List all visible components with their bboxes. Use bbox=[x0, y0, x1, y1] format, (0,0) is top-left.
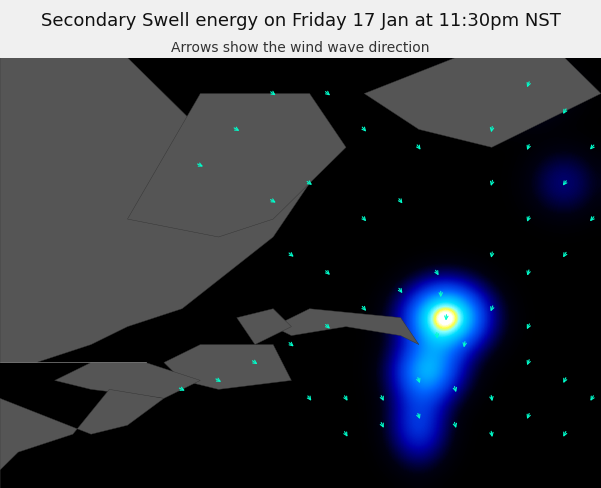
Polygon shape bbox=[55, 363, 200, 399]
Polygon shape bbox=[164, 345, 291, 389]
Polygon shape bbox=[0, 59, 310, 363]
Polygon shape bbox=[364, 59, 601, 148]
Polygon shape bbox=[237, 309, 291, 345]
Text: Secondary Swell energy on Friday 17 Jan at 11:30pm NST: Secondary Swell energy on Friday 17 Jan … bbox=[40, 12, 561, 29]
Polygon shape bbox=[273, 309, 419, 345]
Polygon shape bbox=[127, 94, 346, 238]
Text: Arrows show the wind wave direction: Arrows show the wind wave direction bbox=[171, 41, 430, 55]
Polygon shape bbox=[0, 389, 164, 488]
